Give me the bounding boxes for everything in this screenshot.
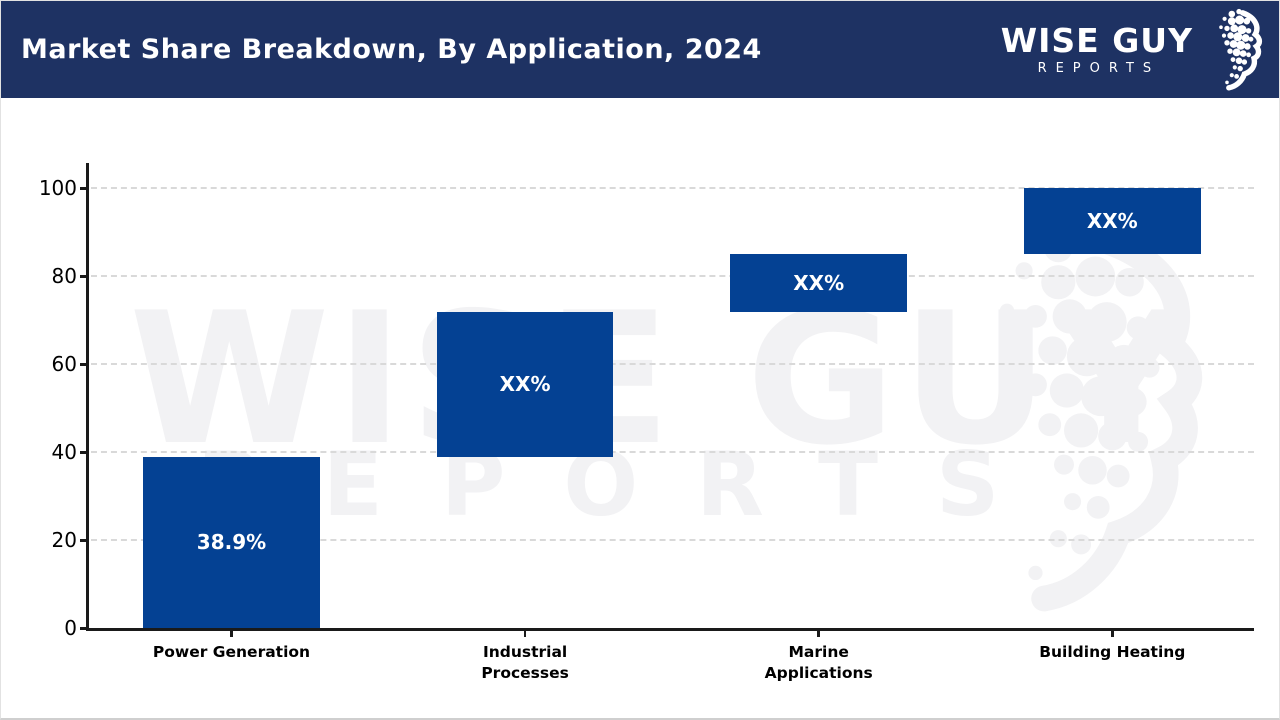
y-tick-label-100: 100 bbox=[38, 176, 77, 200]
y-tick-label-20: 20 bbox=[51, 528, 77, 552]
bar-marine-applications: XX% bbox=[730, 254, 907, 313]
bar-value-label: XX% bbox=[1086, 209, 1138, 233]
y-tick-mark-100 bbox=[79, 187, 89, 190]
gridline-100 bbox=[90, 187, 1254, 189]
bar-industrial-processes: XX% bbox=[436, 312, 614, 457]
bar-value-label: 38.9% bbox=[196, 530, 267, 555]
page-title: Market Share Breakdown, By Application, … bbox=[21, 34, 762, 65]
chart-plot-area: 0 20 40 60 80 100 38.9% XX% XX% XX% Power Generati… bbox=[1, 98, 1279, 718]
x-tick-label-3: Building Heating bbox=[1039, 643, 1186, 661]
x-tick-label-1: Industrial Processes bbox=[481, 643, 569, 682]
gridline-20 bbox=[90, 539, 1254, 541]
y-tick-mark-0 bbox=[79, 627, 89, 630]
bar-value-label: XX% bbox=[499, 372, 551, 397]
wiseguy-logo-text: WISE GUY REPORTS bbox=[1001, 24, 1193, 76]
x-tick-mark-0 bbox=[230, 629, 233, 637]
y-tick-mark-80 bbox=[79, 275, 89, 278]
x-tick-mark-1 bbox=[523, 629, 527, 637]
bar-building-heating: XX% bbox=[1024, 188, 1201, 254]
x-tick-mark-2 bbox=[817, 629, 820, 637]
gridline-60 bbox=[90, 363, 1254, 365]
x-tick-label-2: Marine Applications bbox=[764, 643, 873, 682]
bar-power-generation: 38.9% bbox=[143, 456, 320, 628]
y-axis-line bbox=[86, 163, 89, 631]
wiseguy-head-icon bbox=[1219, 8, 1263, 90]
gridline-40 bbox=[90, 451, 1254, 453]
bar-value-label: XX% bbox=[793, 271, 845, 296]
wiseguy-logo: WISE GUY REPORTS bbox=[1001, 8, 1279, 92]
y-tick-label-80: 80 bbox=[51, 264, 77, 288]
gridline-80 bbox=[90, 275, 1254, 277]
y-tick-mark-20 bbox=[79, 539, 89, 542]
x-axis-line bbox=[86, 628, 1254, 631]
header-bar: Market Share Breakdown, By Application, … bbox=[1, 1, 1279, 98]
y-tick-mark-40 bbox=[79, 451, 89, 454]
wiseguy-logo-line1: WISE GUY bbox=[1000, 20, 1193, 60]
y-tick-label-40: 40 bbox=[51, 440, 77, 464]
y-tick-label-0: 0 bbox=[64, 616, 77, 640]
wiseguy-logo-line2: REPORTS bbox=[1037, 60, 1161, 76]
x-tick-label-0: Power Generation bbox=[152, 643, 311, 661]
y-tick-mark-60 bbox=[79, 363, 89, 366]
y-tick-label-60: 60 bbox=[51, 352, 77, 376]
x-tick-mark-3 bbox=[1111, 629, 1114, 637]
